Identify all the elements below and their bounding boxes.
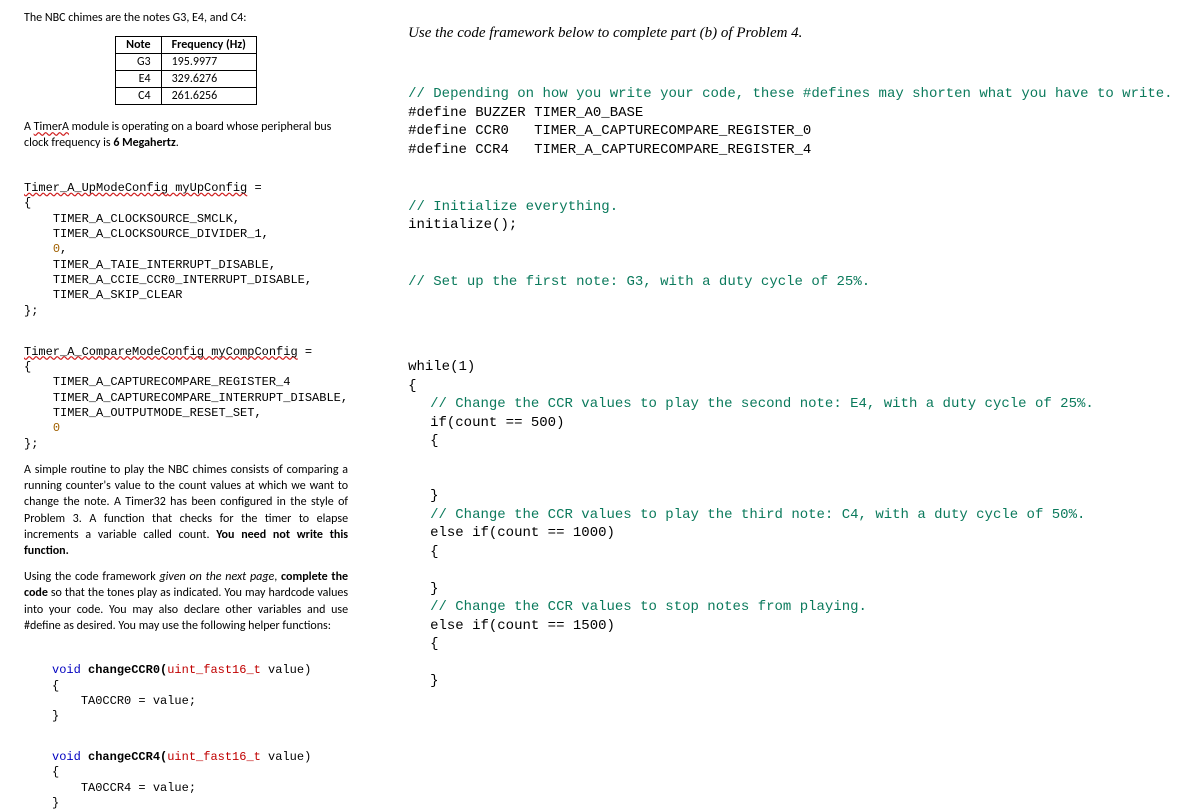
brace: { bbox=[24, 196, 31, 210]
text: A bbox=[24, 120, 34, 134]
table-row: C4 261.6256 bbox=[116, 88, 257, 105]
text: = bbox=[247, 181, 261, 195]
table-cell: 195.9977 bbox=[161, 54, 256, 71]
code-line: while(1) bbox=[408, 359, 475, 375]
code-setup-note: // Set up the first note: G3, with a dut… bbox=[408, 255, 1173, 292]
code-line: #define CCR4 TIMER_A_CAPTURECOMPARE_REGI… bbox=[408, 142, 811, 158]
fn-name: changeCCR0( bbox=[81, 663, 167, 677]
text: value) bbox=[261, 750, 311, 764]
spellcheck-word: myUpConfig bbox=[168, 181, 247, 195]
code-helper-fn1: void changeCCR0(uint_fast16_t value) { T… bbox=[24, 648, 348, 725]
comment: // Set up the first note: G3, with a dut… bbox=[408, 274, 870, 290]
code-line: TIMER_A_TAIE_INTERRUPT_DISABLE, bbox=[53, 258, 276, 272]
code-line: TIMER_A_CAPTURECOMPARE_REGISTER_4 bbox=[53, 375, 291, 389]
brace: } bbox=[52, 709, 59, 723]
spellcheck-word: Timer_A_UpModeConfig bbox=[24, 181, 168, 195]
code-line: TIMER_A_CLOCKSOURCE_DIVIDER_1, bbox=[53, 227, 269, 241]
paragraph-instructions: Using the code framework given on the ne… bbox=[24, 569, 348, 634]
code-line: TA0CCR0 = value; bbox=[81, 694, 196, 708]
comment: // Change the CCR values to play the sec… bbox=[408, 395, 1094, 413]
brace: { bbox=[24, 360, 31, 374]
brace: { bbox=[408, 378, 416, 394]
frequency-table: Note Frequency (Hz) G3 195.9977 E4 329.6… bbox=[115, 36, 257, 105]
brace: { bbox=[52, 679, 59, 693]
code-line: else if(count == 1500) bbox=[408, 617, 615, 635]
italic-text: given on the next page bbox=[159, 570, 274, 584]
code-upconfig: Timer_A_UpModeConfig myUpConfig = { TIME… bbox=[24, 166, 348, 320]
right-column: Use the code framework below to complete… bbox=[368, 0, 1193, 717]
table-row: G3 195.9977 bbox=[116, 54, 257, 71]
left-column: The NBC chimes are the notes G3, E4, and… bbox=[0, 0, 368, 717]
table-header-row: Note Frequency (Hz) bbox=[116, 37, 257, 54]
code-num: 0 bbox=[53, 421, 60, 435]
code-line: TIMER_A_CAPTURECOMPARE_INTERRUPT_DISABLE… bbox=[53, 391, 348, 405]
brace: { bbox=[52, 765, 59, 779]
table-cell: C4 bbox=[116, 88, 161, 105]
brace: } bbox=[408, 487, 438, 505]
table-cell: 329.6276 bbox=[161, 71, 256, 88]
code-line: if(count == 500) bbox=[408, 414, 564, 432]
code-line: initialize(); bbox=[408, 217, 517, 233]
code-num: 0 bbox=[53, 242, 60, 256]
code-line: TIMER_A_SKIP_CLEAR bbox=[53, 288, 183, 302]
paragraph-routine: A simple routine to play the NBC chimes … bbox=[24, 462, 348, 559]
spellcheck-word: Timer_A_CompareModeConfig bbox=[24, 345, 204, 359]
brace: }; bbox=[24, 304, 38, 318]
code-compconfig: Timer_A_CompareModeConfig myCompConfig =… bbox=[24, 329, 348, 452]
table-header-note: Note bbox=[116, 37, 161, 54]
page: The NBC chimes are the notes G3, E4, and… bbox=[0, 0, 1193, 717]
type: uint_fast16_t bbox=[167, 663, 261, 677]
brace: { bbox=[408, 543, 438, 561]
comment: // Change the CCR values to stop notes f… bbox=[408, 598, 867, 616]
comment: // Change the CCR values to play the thi… bbox=[408, 506, 1085, 524]
table-header-freq: Frequency (Hz) bbox=[161, 37, 256, 54]
code-line: #define CCR0 TIMER_A_CAPTURECOMPARE_REGI… bbox=[408, 123, 811, 139]
keyword: void bbox=[52, 750, 81, 764]
table-cell: 261.6256 bbox=[161, 88, 256, 105]
code-line: TIMER_A_CLOCKSOURCE_SMCLK, bbox=[53, 212, 240, 226]
code-init: // Initialize everything. initialize(); bbox=[408, 179, 1173, 234]
brace: }; bbox=[24, 437, 38, 451]
spellcheck-word: TimerA bbox=[34, 120, 69, 134]
code-framework: // Depending on how you write your code,… bbox=[408, 67, 1173, 159]
text: . bbox=[176, 136, 179, 150]
fn-name: changeCCR4( bbox=[81, 750, 167, 764]
handwritten-instruction: Use the code framework below to complete… bbox=[408, 25, 1173, 42]
code-while: while(1) { // Change the CCR values to p… bbox=[408, 340, 1173, 691]
comment: // Initialize everything. bbox=[408, 199, 618, 215]
table-cell: G3 bbox=[116, 54, 161, 71]
keyword: void bbox=[52, 663, 81, 677]
code-line: TIMER_A_OUTPUTMODE_RESET_SET, bbox=[53, 406, 262, 420]
brace: { bbox=[408, 432, 438, 450]
brace: } bbox=[52, 796, 59, 810]
text: value) bbox=[261, 663, 311, 677]
table-cell: E4 bbox=[116, 71, 161, 88]
brace: } bbox=[408, 580, 438, 598]
brace: { bbox=[408, 635, 438, 653]
code-line: TIMER_A_CCIE_CCR0_INTERRUPT_DISABLE, bbox=[53, 273, 312, 287]
text: = bbox=[298, 345, 312, 359]
text: Using the code framework bbox=[24, 570, 159, 584]
bold-text: 6 Megahertz bbox=[113, 136, 175, 150]
code-helper-fn2: void changeCCR4(uint_fast16_t value) { T… bbox=[24, 735, 348, 812]
intro-text: The NBC chimes are the notes G3, E4, and… bbox=[24, 10, 348, 26]
code-line: else if(count == 1000) bbox=[408, 524, 615, 542]
code-line: #define BUZZER TIMER_A0_BASE bbox=[408, 105, 643, 121]
type: uint_fast16_t bbox=[167, 750, 261, 764]
table-row: E4 329.6276 bbox=[116, 71, 257, 88]
text: so that the tones play as indicated. You… bbox=[24, 586, 348, 632]
comment: // Depending on how you write your code,… bbox=[408, 86, 1173, 102]
timera-paragraph: A TimerA module is operating on a board … bbox=[24, 119, 348, 151]
code-line: TA0CCR4 = value; bbox=[81, 781, 196, 795]
spellcheck-word: myCompConfig bbox=[204, 345, 298, 359]
brace: } bbox=[408, 672, 438, 690]
